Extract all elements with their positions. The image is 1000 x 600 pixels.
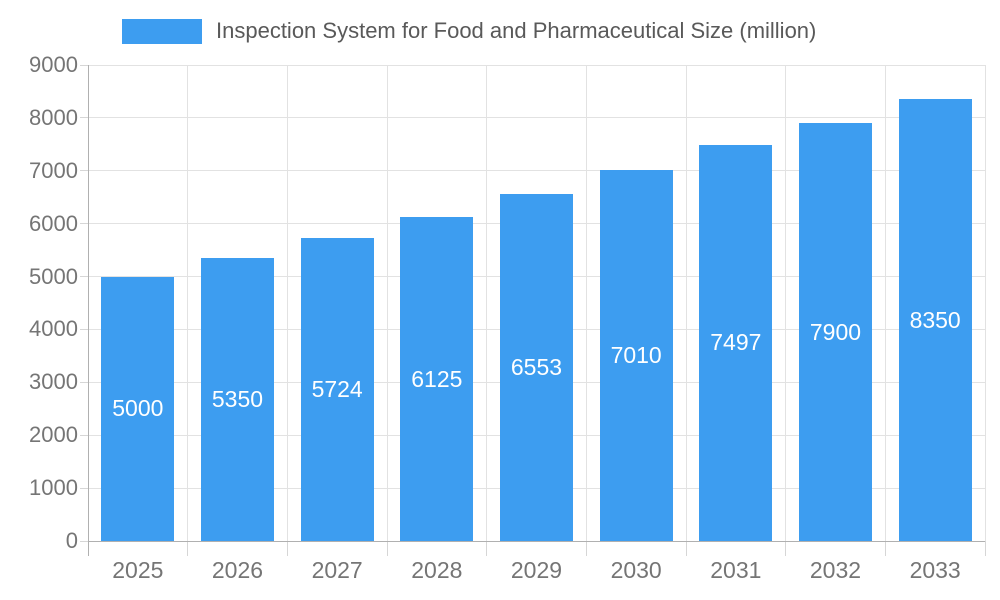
x-axis-line <box>88 541 985 542</box>
y-axis-tick <box>80 540 88 542</box>
y-axis-tick-label: 0 <box>65 528 78 553</box>
x-axis-tick-label: 2027 <box>311 557 363 583</box>
y-axis-tick <box>80 328 88 330</box>
bar-value-label: 7010 <box>610 342 662 369</box>
bar-value-label: 5350 <box>211 386 264 413</box>
bar[interactable]: 5000 <box>101 276 175 541</box>
x-gridline <box>984 65 986 541</box>
bar[interactable]: 5350 <box>201 258 274 541</box>
x-axis-tick <box>286 541 288 556</box>
legend-item[interactable]: Inspection System for Food and Pharmaceu… <box>122 18 816 44</box>
x-axis-tick-label: 2030 <box>610 557 662 583</box>
y-axis-tick <box>80 223 88 225</box>
y-axis-tick <box>80 170 88 172</box>
y-axis-tick-label: 1000 <box>29 475 78 501</box>
legend-label: Inspection System for Food and Pharmaceu… <box>216 18 817 43</box>
y-axis-tick <box>80 434 88 436</box>
x-axis-tick-label: 2032 <box>809 557 862 583</box>
x-axis-tick-label: 2026 <box>211 557 264 583</box>
bar[interactable]: 8350 <box>898 99 972 541</box>
plot-area: 5000 5350 5724 6125 6553 7010 7497 7900 8350 <box>87 64 986 542</box>
y-axis-tick-label: 7000 <box>29 157 78 183</box>
bar[interactable]: 7010 <box>599 170 673 541</box>
y-axis-tick-label: 3000 <box>29 369 78 395</box>
y-axis-tick <box>80 381 88 383</box>
y-gridline <box>88 117 985 119</box>
y-gridline <box>88 170 985 172</box>
x-gridline <box>785 65 787 541</box>
bar[interactable]: 5724 <box>300 238 374 541</box>
legend-swatch <box>122 18 202 44</box>
y-axis-tick-label: 2000 <box>29 422 78 448</box>
bar[interactable]: 6553 <box>500 194 573 541</box>
x-gridline <box>486 65 488 541</box>
x-axis-tick <box>984 541 986 556</box>
x-axis-tick-label: 2029 <box>510 557 563 583</box>
bar[interactable]: 6125 <box>400 217 474 541</box>
x-gridline <box>386 65 388 541</box>
x-axis-tick <box>785 541 787 556</box>
x-axis-tick <box>884 541 886 556</box>
x-gridline <box>286 65 288 541</box>
bar-value-label: 5000 <box>112 395 164 422</box>
y-axis-tick <box>80 487 88 489</box>
x-axis-tick-label: 2028 <box>411 557 463 583</box>
x-axis-tick <box>685 541 687 556</box>
bar-value-label: 7900 <box>809 318 862 345</box>
bar-value-label: 6125 <box>411 365 463 392</box>
x-gridline <box>585 65 587 541</box>
x-axis-tick-label: 2025 <box>112 557 164 583</box>
x-gridline <box>884 65 886 541</box>
bar-value-label: 8350 <box>909 306 961 333</box>
y-axis-tick-label: 4000 <box>29 316 78 342</box>
y-axis-tick <box>80 117 88 119</box>
y-axis-tick-label: 8000 <box>29 104 78 130</box>
y-axis-tick <box>80 64 88 66</box>
x-axis-tick <box>187 541 189 556</box>
x-gridline <box>187 65 189 541</box>
y-axis-tick <box>80 276 88 278</box>
y-axis-line <box>88 65 89 556</box>
bar-value-label: 6553 <box>510 354 563 381</box>
x-axis-tick <box>386 541 388 556</box>
x-axis-tick-label: 2033 <box>909 557 961 583</box>
bar[interactable]: 7900 <box>799 123 872 541</box>
y-axis-tick-label: 9000 <box>29 52 78 77</box>
y-gridline <box>88 64 985 66</box>
bar-value-label: 7497 <box>710 329 762 356</box>
y-axis-tick-label: 5000 <box>29 263 78 289</box>
x-axis-tick-label: 2031 <box>710 557 762 583</box>
x-axis-tick <box>585 541 587 556</box>
x-axis-tick <box>486 541 488 556</box>
y-axis-tick-label: 6000 <box>29 210 78 236</box>
x-gridline <box>685 65 687 541</box>
bar[interactable]: 7497 <box>699 144 773 541</box>
bar-value-label: 5724 <box>311 376 363 403</box>
